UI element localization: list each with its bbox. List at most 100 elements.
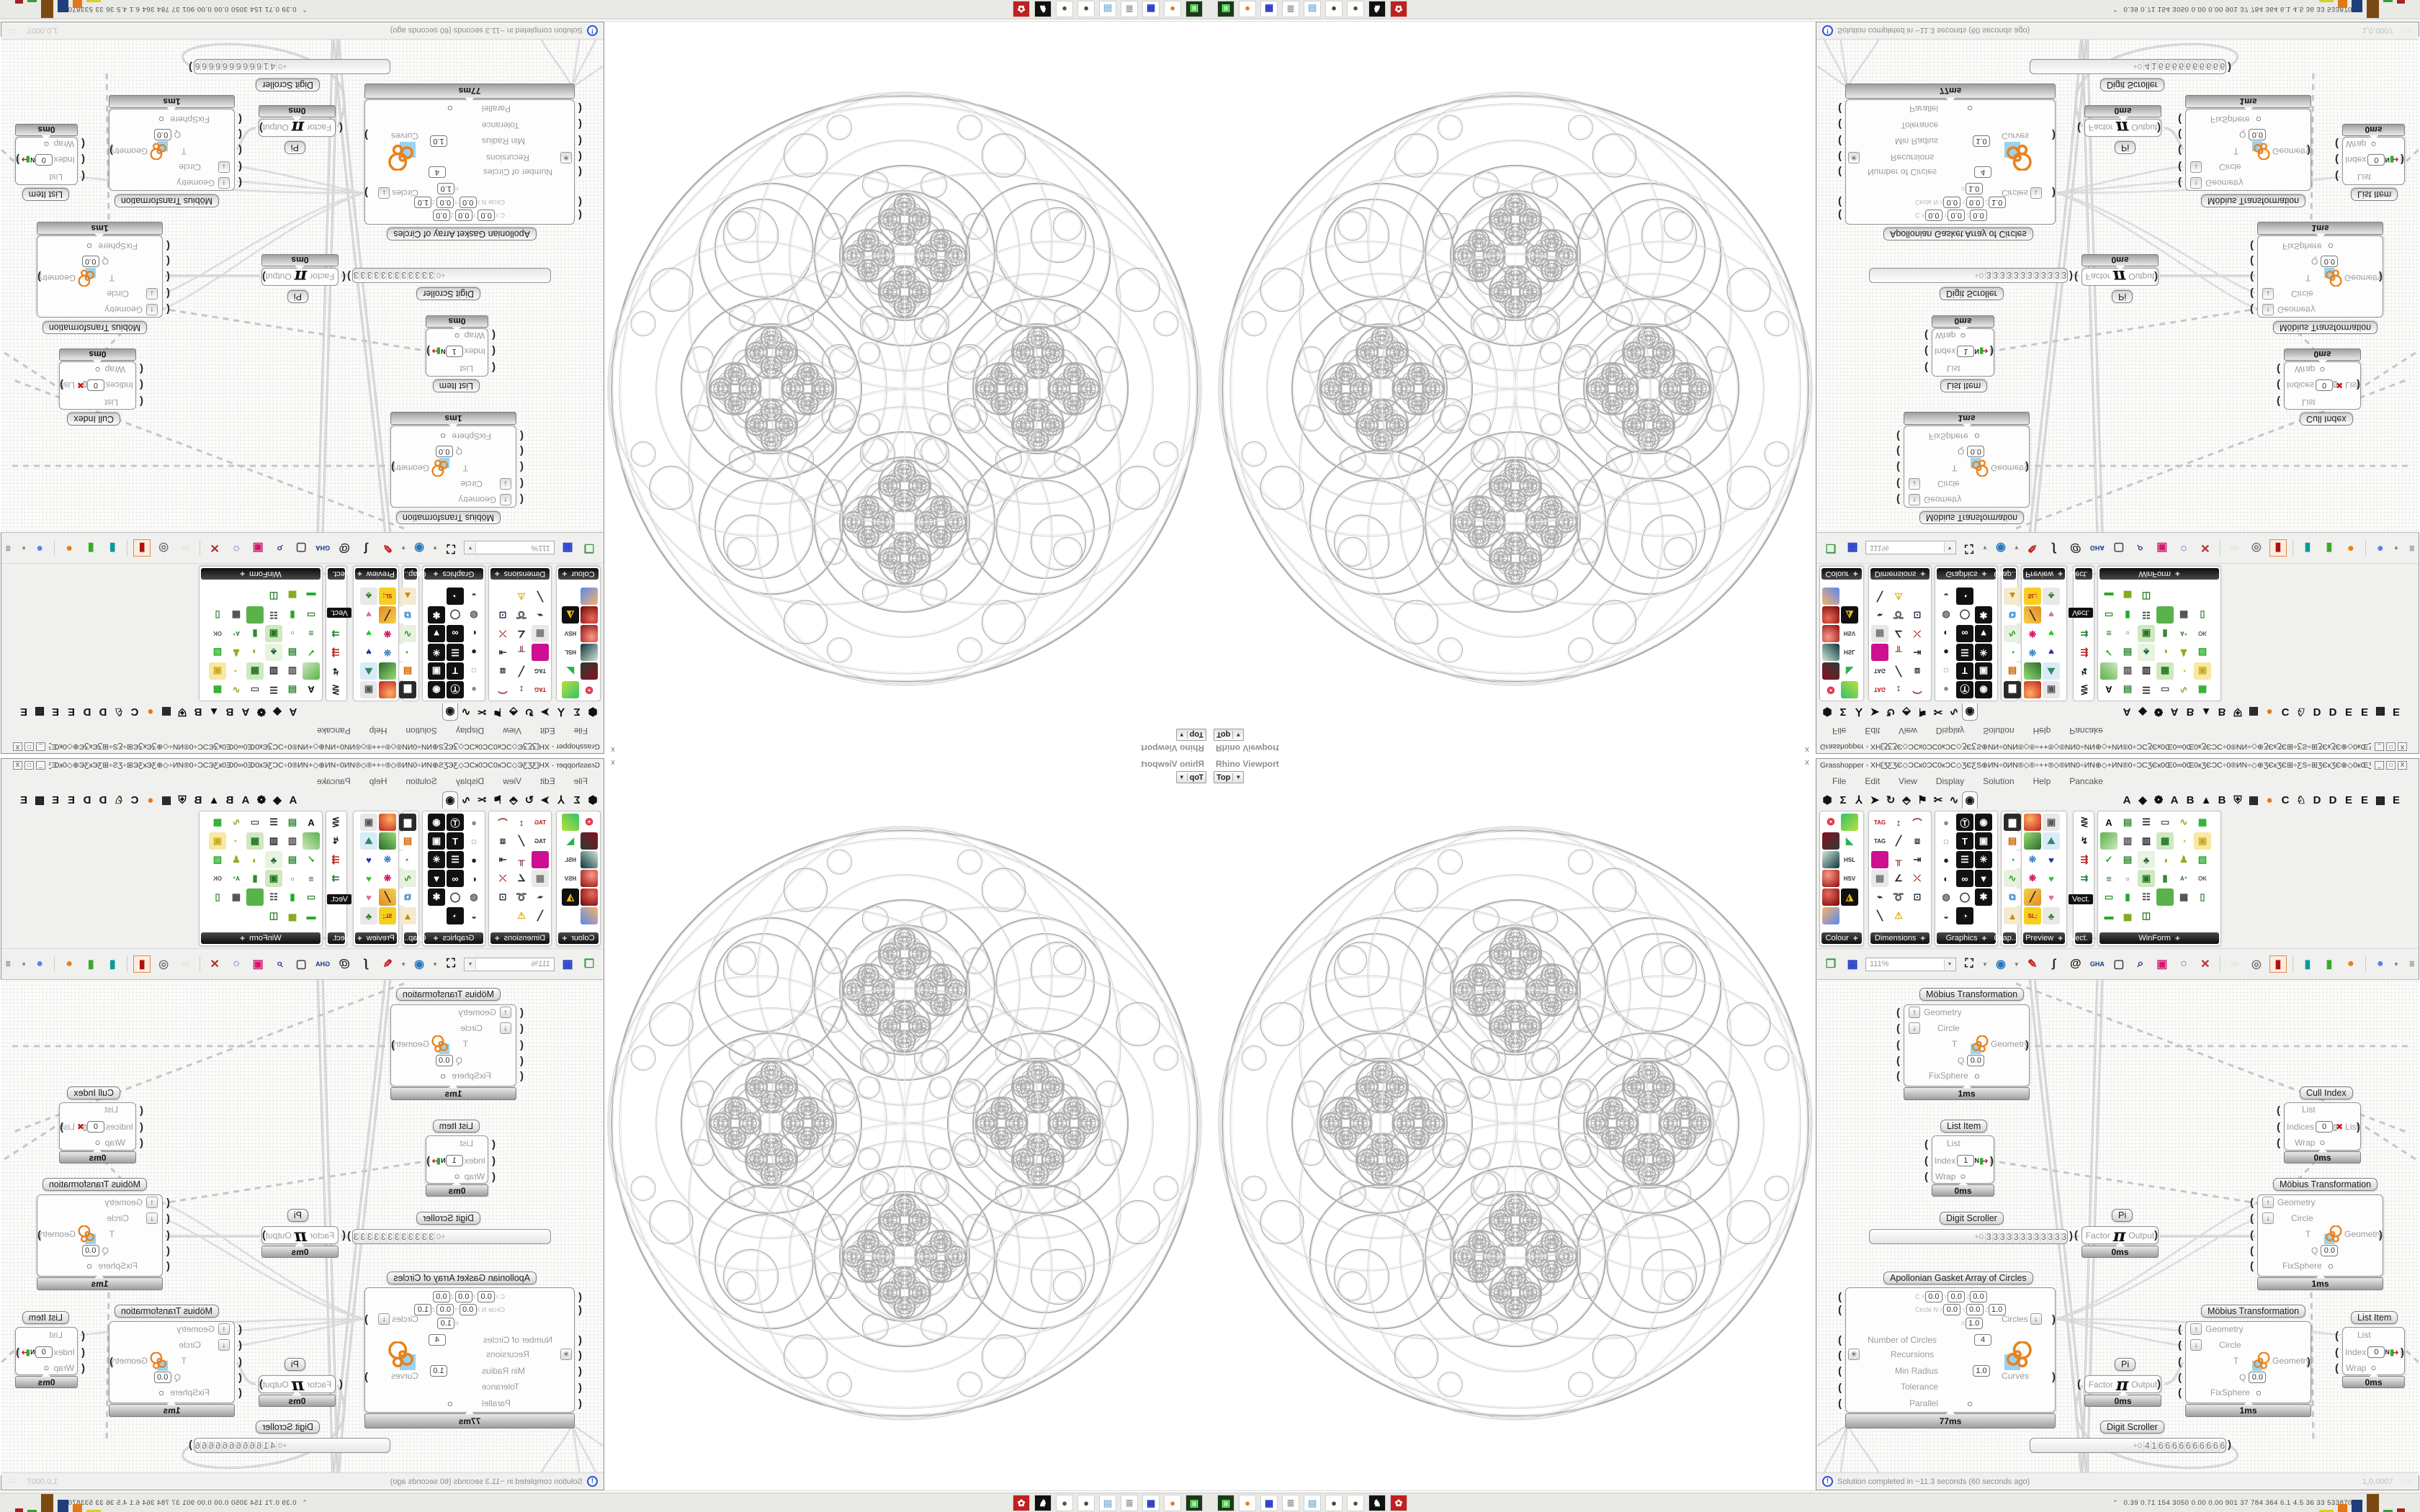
scroller-digit[interactable]: 3 [373,1231,380,1242]
graft-icon[interactable]: ↑ [2262,304,2274,315]
component-icon[interactable]: ◌ [1937,832,1955,850]
component-icon[interactable]: ⛰ [360,832,377,850]
component-icon[interactable] [2024,681,2041,698]
input-hook[interactable]: ( [520,1039,524,1051]
palette-group-label[interactable]: Graphics ✚ [1937,932,1996,944]
component-icon[interactable]: ➰ [1890,606,1907,624]
component-icon[interactable]: OK [2194,625,2211,642]
component-icon[interactable]: ↯ [327,832,344,850]
input-hook[interactable]: ( [2250,1245,2254,1257]
teal-pin-icon[interactable]: ▮ [2304,541,2311,554]
graft-icon[interactable]: ↑ [500,1007,511,1018]
teal-pin-icon[interactable]: ▮ [109,958,116,971]
component-icon[interactable]: ▤ [2119,644,2136,661]
node-list-item[interactable]: (((List Index 1 N ▮ ➜ i) Wrap ○ [1924,1135,1994,1184]
scroller-digit[interactable]: 6 [222,1440,229,1451]
scroller-digit[interactable]: 3 [394,1231,401,1242]
component-icon[interactable]: SL; [2024,588,2041,605]
tab-icon[interactable]: ▲ [2200,706,2212,719]
dropdown-caret-icon[interactable]: ▼ [2393,960,2399,968]
tab-icon[interactable]: Σ [1839,793,1847,806]
open-file-icon[interactable]: ❐ [1825,541,1837,554]
input-hook[interactable]: ( [2250,303,2254,315]
maximize-button[interactable]: □ [2386,760,2396,770]
component-icon[interactable]: ◐ [465,870,483,887]
tab-icon[interactable]: ● [147,793,154,806]
component-icon[interactable]: ▬ [2100,588,2118,605]
value-box[interactable]: 0.0 [478,1291,496,1302]
input-hook[interactable]: ( [2074,1229,2078,1241]
app-browser-icon[interactable]: ● [1239,1495,1256,1511]
close-button[interactable]: X [2398,760,2407,770]
component-icon[interactable]: ▅ [2119,907,2136,924]
component-icon[interactable]: ⚠ [513,907,530,924]
output-hook[interactable]: ) [1990,1155,1994,1167]
input-hook[interactable]: ( [238,1323,242,1336]
component-icon[interactable]: ▮ [2156,870,2174,887]
component-icon[interactable]: ▤ [2119,851,2136,868]
component-icon[interactable]: ● [465,814,483,831]
component-icon[interactable] [246,888,264,906]
input-hook[interactable]: ( [238,1372,242,1384]
component-icon[interactable]: ◫ [265,907,282,924]
component-icon[interactable]: ◔ [228,832,245,850]
tab-icon[interactable]: D [2313,706,2321,719]
overflow-icon[interactable]: ≣ [5,960,12,968]
component-icon[interactable] [2100,832,2118,850]
output-hook[interactable]: ) [16,1346,19,1359]
input-hook[interactable]: ( [1896,445,1900,457]
input-hook[interactable]: ( [1924,345,1928,357]
component-icon[interactable]: ◌ [465,832,483,850]
input-hook[interactable]: ( [2178,113,2182,125]
palette-group-label[interactable]: Dimensions ✚ [1870,932,1930,944]
scroller-digit[interactable]: 3 [2060,1231,2067,1242]
component-icon[interactable]: ⌒ [1909,681,1926,698]
component-icon[interactable]: ◔ [2175,832,2192,850]
output-hook[interactable]: ) [2401,153,2404,166]
output-hook[interactable]: ) [2025,461,2029,473]
input-hook[interactable]: ( [2077,1378,2081,1390]
component-icon[interactable]: ▣ [2194,662,2211,680]
tab-icon[interactable]: ❁ [2154,706,2164,718]
input-hook[interactable]: ( [2277,1121,2280,1133]
tab-icon[interactable]: ➤ [540,794,550,806]
value-box[interactable]: 0.0 [1966,1304,1984,1315]
tab-icon[interactable]: B [225,793,234,806]
red-cylinder-icon[interactable]: ▮ [133,955,151,973]
zoom-extents-icon[interactable]: ⛶ [1965,542,1973,554]
component-icon[interactable]: ⌒ [494,814,511,831]
component-icon[interactable]: ▧ [209,851,226,868]
viewport-top-dropdown[interactable]: Top ▼ [1214,729,1245,741]
input-hook[interactable]: ( [578,1398,582,1410]
component-icon[interactable]: ↕ [513,814,530,831]
tab-icon[interactable]: E [52,793,60,806]
tab-icon[interactable]: ∿ [1949,706,1959,718]
tab-icon[interactable]: ◆ [2138,794,2147,806]
node-label-cull-index[interactable]: Cull Index [2300,1086,2353,1099]
tab-icon[interactable]: ❁ [2154,794,2164,806]
graft-icon[interactable]: ↑ [1909,494,1920,505]
index-value-box[interactable]: 1 [1957,1155,1975,1166]
tab-icon[interactable]: ⬘ [509,794,518,806]
red-cylinder-icon[interactable]: ▮ [2269,955,2287,973]
tab-icon[interactable]: D [2329,706,2337,719]
input-hook[interactable]: ( [1838,1382,1842,1394]
component-icon[interactable]: ● [1937,851,1955,868]
scroller-digit[interactable]: 6 [2184,1440,2191,1451]
component-icon[interactable] [302,832,320,850]
component-icon[interactable]: ▣ [2194,832,2211,850]
component-icon[interactable]: ⧈ [494,832,511,850]
input-hook[interactable]: ( [2335,138,2339,150]
component-icon[interactable] [1871,644,1888,661]
output-hook[interactable]: ) [189,1439,192,1451]
viewport-top-dropdown[interactable]: Top ▼ [1175,771,1206,783]
input-hook[interactable]: ( [578,1365,582,1377]
exoskeleton-icon[interactable]: ∫ [2052,542,2056,554]
scroller-digit[interactable]: 6 [2157,1440,2164,1451]
component-icon[interactable]: ⌁ [1871,888,1888,906]
scroller-digit[interactable]: 6 [194,1440,202,1451]
component-icon[interactable]: ✓ [302,851,320,868]
node-label-digit-scroller[interactable]: Digit Scroller [2100,1421,2164,1434]
scroller-digit[interactable]: 6 [2164,1440,2171,1451]
tab-icon[interactable]: ↻ [1886,706,1896,718]
